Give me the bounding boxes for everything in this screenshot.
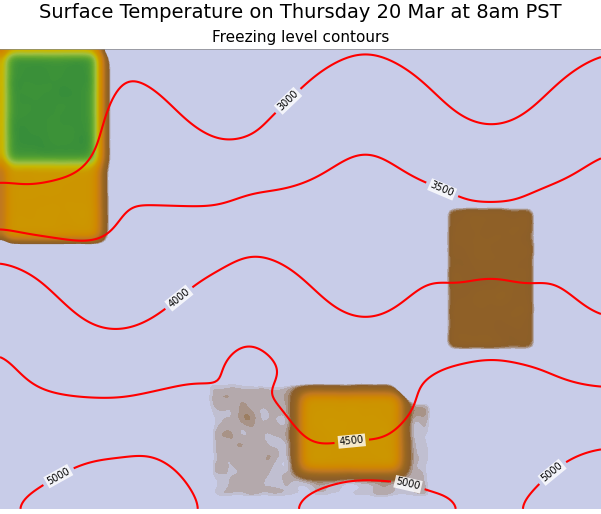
Text: 5000: 5000 <box>395 476 421 492</box>
Text: 5000: 5000 <box>540 461 565 484</box>
Text: 4000: 4000 <box>166 286 192 309</box>
Text: 3000: 3000 <box>276 89 300 113</box>
Text: 5000: 5000 <box>45 466 72 487</box>
Text: Surface Temperature on Thursday 20 Mar at 8am PST: Surface Temperature on Thursday 20 Mar a… <box>39 4 562 23</box>
Text: Freezing level contours: Freezing level contours <box>212 30 389 45</box>
Text: 4500: 4500 <box>339 435 364 447</box>
Text: 3500: 3500 <box>429 180 456 199</box>
